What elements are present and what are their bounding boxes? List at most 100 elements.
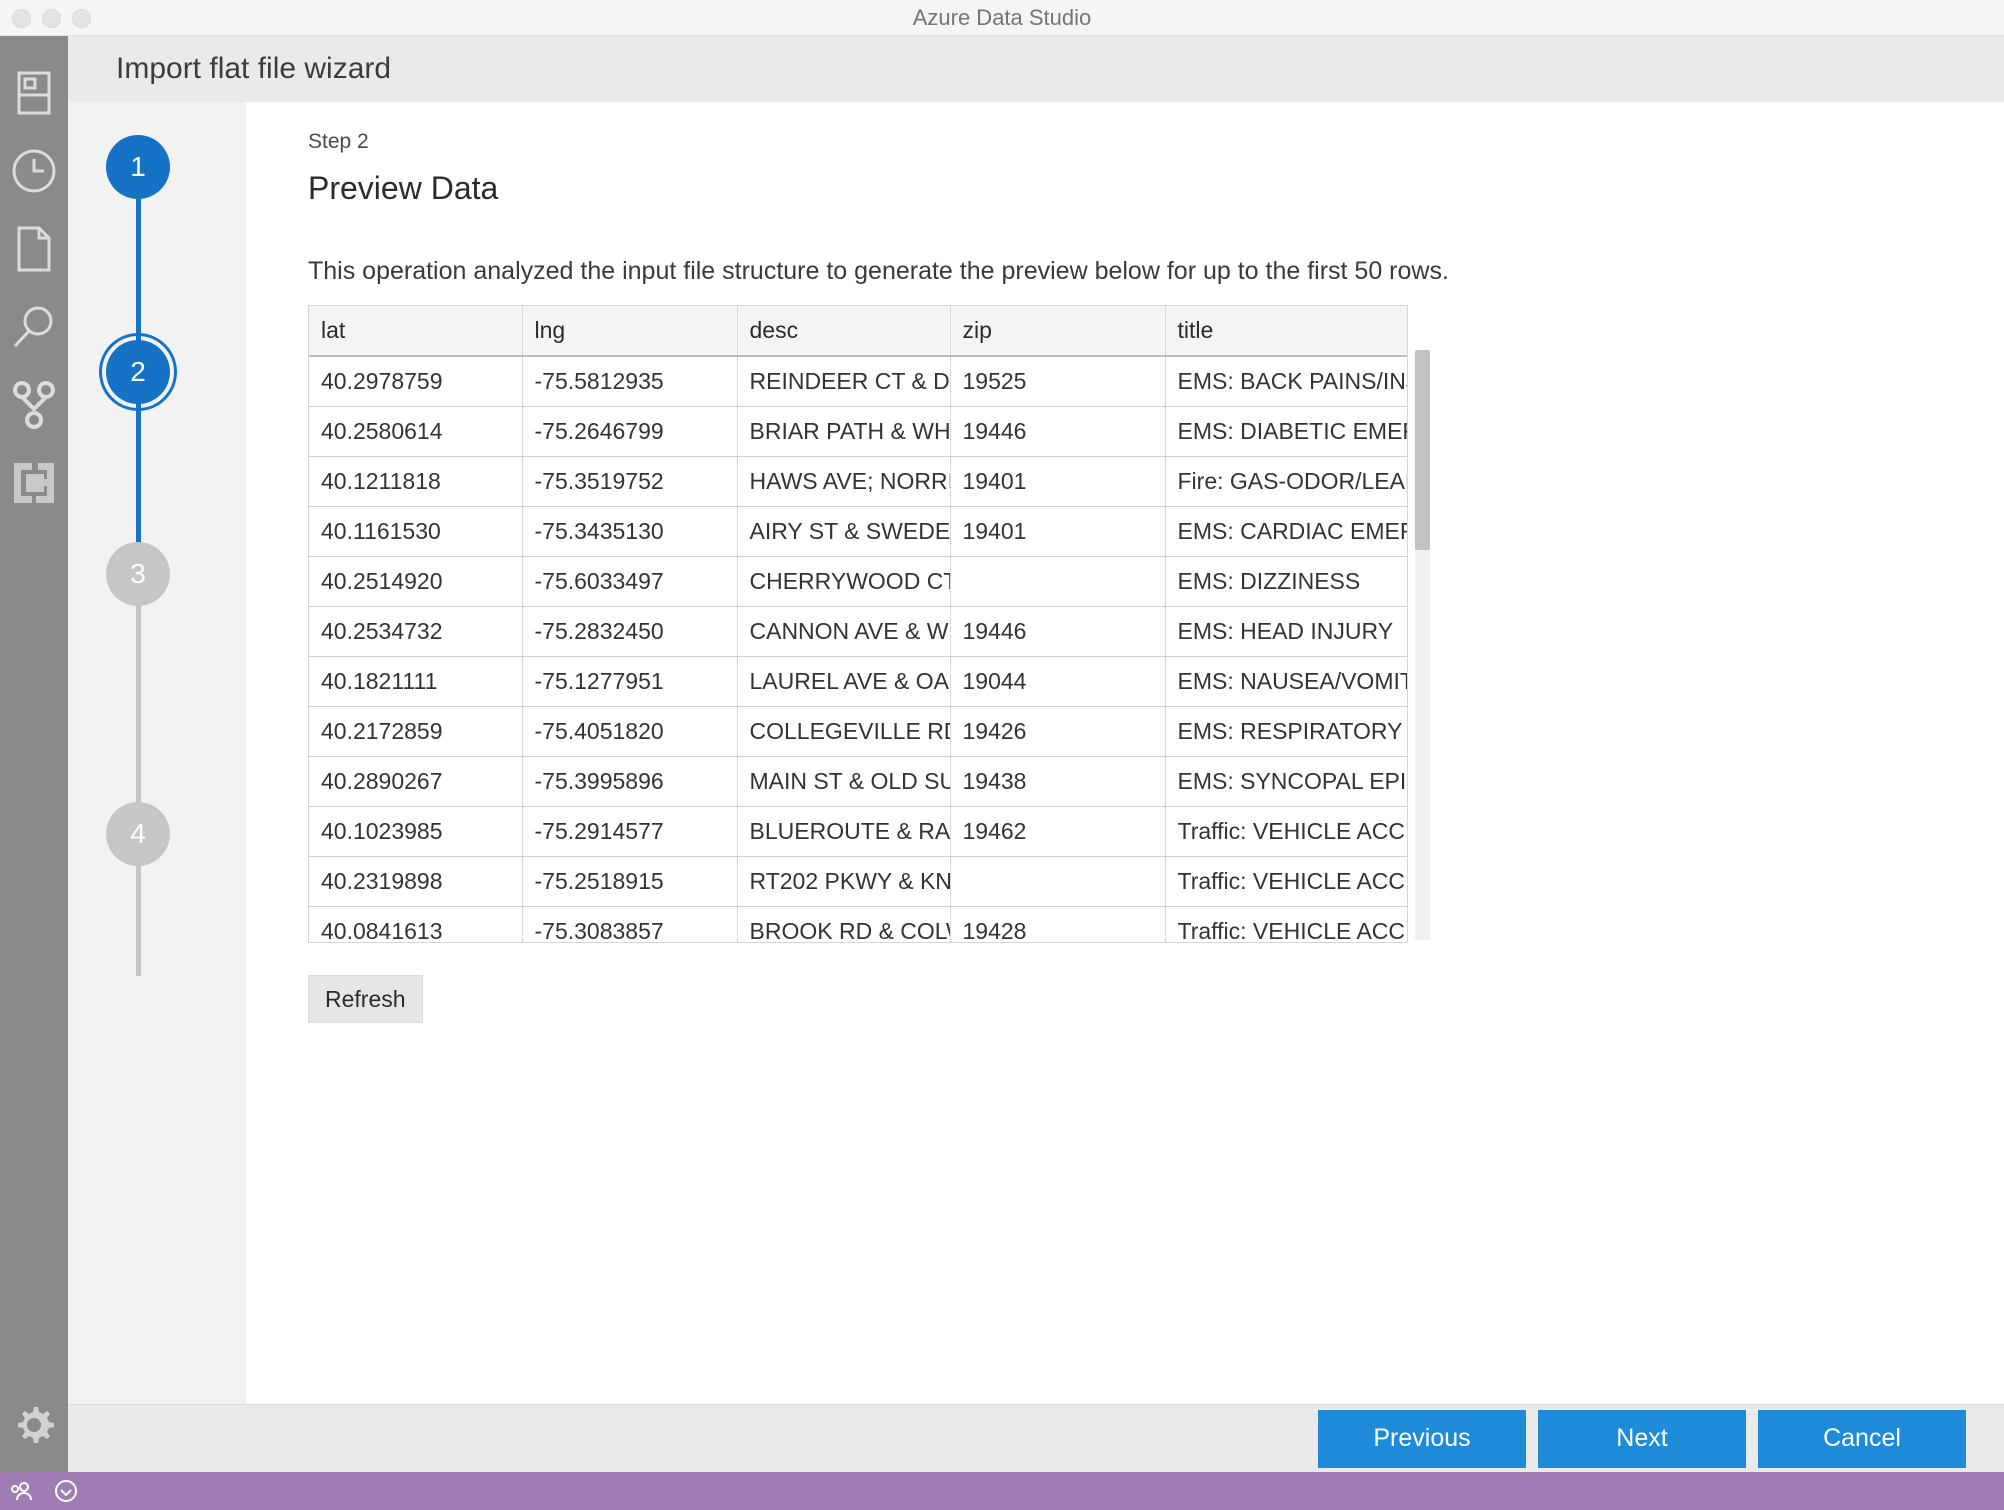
column-header-title[interactable]: title (1165, 306, 1407, 357)
cell-title[interactable]: Traffic: VEHICLE ACCID... (1165, 906, 1407, 942)
cell-title[interactable]: Traffic: VEHICLE ACCID... (1165, 806, 1407, 857)
cell-desc[interactable]: COLLEGEVILLE RD & L... (737, 706, 951, 757)
grid-scrollbar-thumb[interactable] (1415, 350, 1430, 550)
column-header-lng[interactable]: lng (522, 306, 738, 357)
cell-zip[interactable]: 19044 (950, 656, 1166, 707)
cell-zip[interactable]: 19401 (950, 456, 1166, 507)
cell-title[interactable]: Traffic: VEHICLE ACCID... (1165, 856, 1407, 907)
cell-zip[interactable]: 19428 (950, 906, 1166, 942)
cell-title[interactable]: EMS: DIABETIC EMERG... (1165, 406, 1407, 457)
wizard-step-1[interactable]: 1 (106, 135, 170, 199)
cell-zip[interactable]: 19525 (950, 356, 1166, 407)
cell-lng[interactable]: -75.2518915 (522, 856, 738, 907)
cell-lat[interactable]: 40.2580614 (309, 406, 523, 457)
cell-lat[interactable]: 40.2978759 (309, 356, 523, 407)
zoom-button[interactable] (72, 9, 91, 28)
cell-desc[interactable]: BLUEROUTE & RAMP I... (737, 806, 951, 857)
cell-desc[interactable]: RT202 PKWY & KNAPP... (737, 856, 951, 907)
refresh-button[interactable]: Refresh (308, 975, 423, 1023)
cell-zip[interactable]: 19438 (950, 756, 1166, 807)
servers-icon[interactable] (0, 54, 68, 132)
minimize-button[interactable] (42, 9, 61, 28)
cell-title[interactable]: EMS: HEAD INJURY (1165, 606, 1407, 657)
cell-lng[interactable]: -75.1277951 (522, 656, 738, 707)
column-header-lat[interactable]: lat (309, 306, 523, 357)
cell-zip[interactable]: 19446 (950, 606, 1166, 657)
cell-desc[interactable]: MAIN ST & OLD SUMN... (737, 756, 951, 807)
cell-lat[interactable]: 40.2534732 (309, 606, 523, 657)
cell-desc[interactable]: BROOK RD & COLWEL... (737, 906, 951, 942)
wizard-step-4[interactable]: 4 (106, 802, 170, 866)
cell-lng[interactable]: -75.2914577 (522, 806, 738, 857)
cell-zip[interactable]: 19446 (950, 406, 1166, 457)
cell-desc[interactable]: AIRY ST & SWEDE ST; ... (737, 506, 951, 557)
cell-zip[interactable] (950, 856, 1166, 907)
extensions-icon[interactable] (0, 444, 68, 522)
cell-lng[interactable]: -75.3995896 (522, 756, 738, 807)
cell-lng[interactable]: -75.5812935 (522, 356, 738, 407)
cell-lat[interactable]: 40.1821111 (309, 656, 523, 707)
cell-lat[interactable]: 40.2172859 (309, 706, 523, 757)
source-control-icon[interactable] (0, 366, 68, 444)
cell-lat[interactable]: 40.1161530 (309, 506, 523, 557)
cancel-button[interactable]: Cancel (1758, 1409, 1966, 1468)
next-button[interactable]: Next (1538, 1409, 1746, 1468)
cell-lng[interactable]: -75.2646799 (522, 406, 738, 457)
cell-desc[interactable]: REINDEER CT & DEAD ... (737, 356, 951, 407)
cell-zip[interactable]: 19401 (950, 506, 1166, 557)
preview-grid[interactable]: lat lng desc zip title 40.2978759 -75.5812935… (308, 305, 1408, 943)
cell-desc[interactable]: CANNON AVE & W 9TH... (737, 606, 951, 657)
cell-title[interactable]: Fire: GAS-ODOR/LEAK (1165, 456, 1407, 507)
cell-lng[interactable]: -75.6033497 (522, 556, 738, 607)
cell-title[interactable]: EMS: RESPIRATORY EM... (1165, 706, 1407, 757)
history-icon[interactable] (0, 132, 68, 210)
cell-title[interactable]: EMS: CARDIAC EMERG... (1165, 506, 1407, 557)
cell-desc[interactable]: BRIAR PATH & WHITE... (737, 406, 951, 457)
cell-lng[interactable]: -75.3083857 (522, 906, 738, 942)
cell-lng[interactable]: -75.4051820 (522, 706, 738, 757)
wizard-step-2[interactable]: 2 (99, 333, 177, 411)
cell-title[interactable]: EMS: BACK PAINS/INJU... (1165, 356, 1407, 407)
column-header-desc[interactable]: desc (737, 306, 951, 357)
cell-lat[interactable]: 40.2514920 (309, 556, 523, 607)
cell-lat[interactable]: 40.1023985 (309, 806, 523, 857)
cell-lat[interactable]: 40.1211818 (309, 456, 523, 507)
cell-desc[interactable]: LAUREL AVE & OAKDA... (737, 656, 951, 707)
cell-desc[interactable]: HAWS AVE; NORRISTO... (737, 456, 951, 507)
cell-lng[interactable]: -75.3519752 (522, 456, 738, 507)
account-icon[interactable] (0, 1472, 44, 1510)
feedback-icon[interactable] (44, 1472, 88, 1510)
column-header-zip[interactable]: zip (950, 306, 1166, 357)
cell-zip[interactable]: 19426 (950, 706, 1166, 757)
cell-desc[interactable]: CHERRYWOOD CT & D... (737, 556, 951, 607)
cell-lat[interactable]: 40.2319898 (309, 856, 523, 907)
wizard-step-3[interactable]: 3 (106, 542, 170, 606)
file-icon[interactable] (0, 210, 68, 288)
gear-icon[interactable] (0, 1386, 68, 1464)
cell-title[interactable]: EMS: DIZZINESS (1165, 556, 1407, 607)
grid-vertical-scrollbar[interactable] (1415, 350, 1430, 940)
cell-zip[interactable] (950, 556, 1166, 607)
cell-lat[interactable]: 40.0841613 (309, 906, 523, 942)
cell-lng[interactable]: -75.2832450 (522, 606, 738, 657)
close-button[interactable] (12, 9, 31, 28)
search-icon[interactable] (0, 288, 68, 366)
cell-lng[interactable]: -75.3435130 (522, 506, 738, 557)
cell-title[interactable]: EMS: SYNCOPAL EPISO... (1165, 756, 1407, 807)
cell-lat[interactable]: 40.2890267 (309, 756, 523, 807)
previous-button[interactable]: Previous (1318, 1409, 1526, 1468)
cell-zip[interactable]: 19462 (950, 806, 1166, 857)
cell-title[interactable]: EMS: NAUSEA/VOMITING (1165, 656, 1407, 707)
